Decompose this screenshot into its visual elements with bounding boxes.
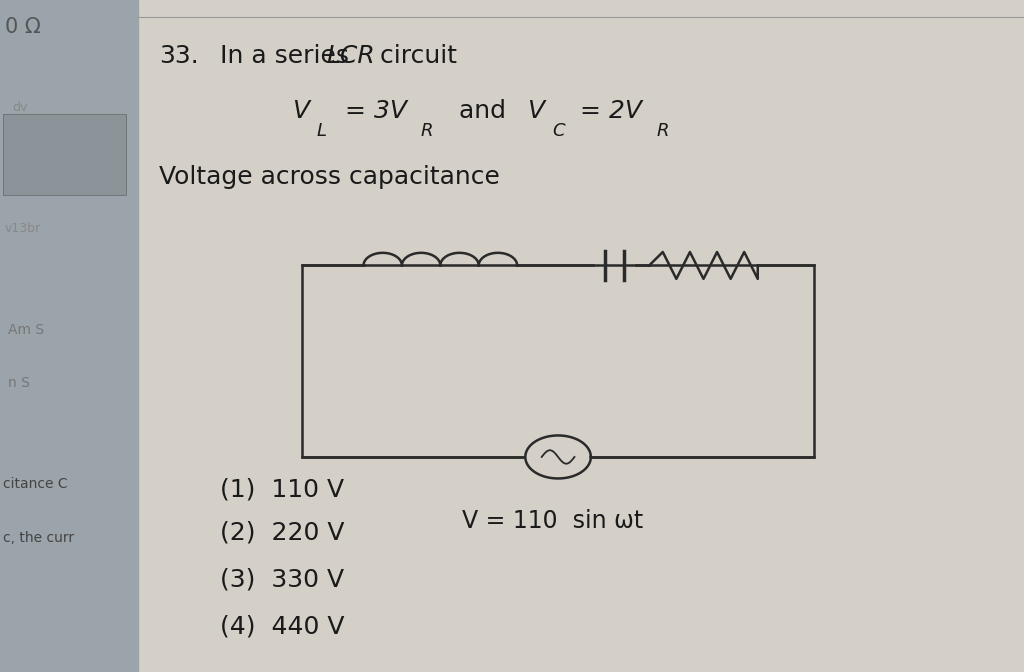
Text: = 2V: = 2V: [572, 99, 642, 123]
Text: n S: n S: [8, 376, 30, 390]
Text: R: R: [656, 122, 669, 140]
Bar: [138, 0, 1024, 672]
Text: V = 110  sin ωt: V = 110 sin ωt: [462, 509, 644, 533]
Text: and: and: [443, 99, 522, 123]
Text: v13br: v13br: [5, 222, 41, 235]
Text: 0 Ω: 0 Ω: [5, 17, 41, 37]
Text: 1bhr: 1bhr: [8, 161, 37, 174]
Text: citance C: citance C: [3, 477, 68, 491]
Text: dv: dv: [12, 101, 28, 114]
Text: circuit: circuit: [372, 44, 457, 68]
Text: c, the curr: c, the curr: [3, 531, 74, 545]
Text: (4)  440 V: (4) 440 V: [220, 615, 345, 639]
Text: Voltage across capacitance: Voltage across capacitance: [159, 165, 500, 189]
Bar: [0, 0, 138, 672]
Text: LCR: LCR: [327, 44, 376, 68]
Polygon shape: [525, 435, 591, 478]
Text: V: V: [292, 99, 309, 123]
Text: = 3V: = 3V: [337, 99, 407, 123]
Text: (2)  220 V: (2) 220 V: [220, 521, 345, 545]
Text: C: C: [552, 122, 564, 140]
Text: Am S: Am S: [8, 323, 44, 337]
Text: In a series: In a series: [220, 44, 357, 68]
Text: (3)  330 V: (3) 330 V: [220, 568, 344, 592]
Text: 33.: 33.: [159, 44, 199, 68]
Text: L: L: [316, 122, 327, 140]
Bar: [3, 114, 126, 195]
Text: V: V: [527, 99, 545, 123]
Bar: [302, 265, 814, 457]
Text: (1)  110 V: (1) 110 V: [220, 477, 344, 501]
Text: R: R: [421, 122, 433, 140]
